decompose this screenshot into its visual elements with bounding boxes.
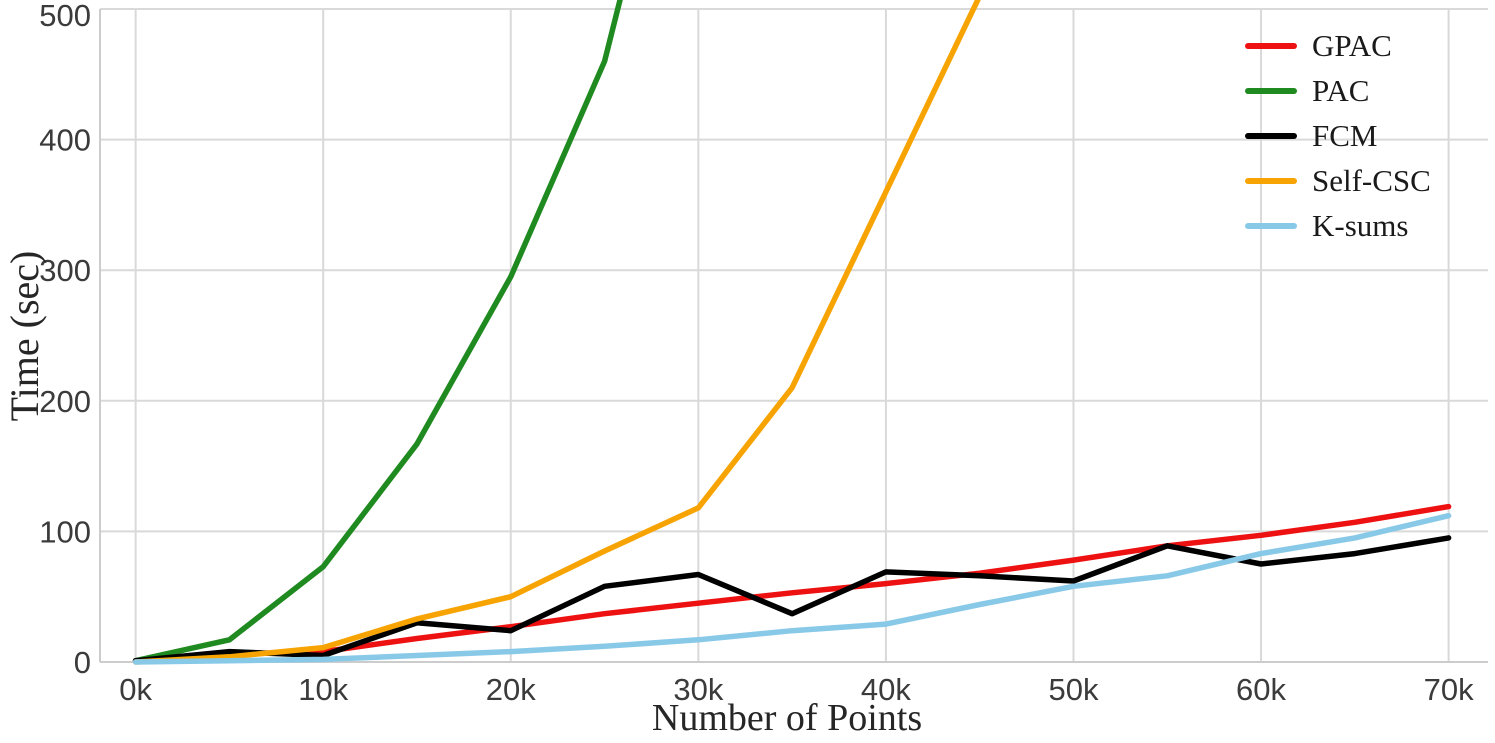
y-axis-label: Time (sec)	[2, 250, 47, 422]
legend-label: FCM	[1312, 118, 1378, 153]
x-axis-label: Number of Points	[651, 697, 923, 739]
y-tick-label-300: 300	[39, 253, 91, 288]
y-tick-label-500: 500	[39, 0, 91, 33]
legend-item-pac: PAC	[1245, 68, 1431, 113]
x-tick-label-50k: 50k	[1048, 672, 1098, 707]
legend-label: PAC	[1312, 73, 1370, 108]
legend-swatch-gpac	[1245, 42, 1297, 49]
legend-label: GPAC	[1312, 28, 1392, 63]
series-line-self-csc	[132, 0, 981, 665]
y-tick-label-400: 400	[39, 123, 91, 158]
legend-item-gpac: GPAC	[1245, 23, 1431, 68]
legend-label: Self-CSC	[1312, 163, 1431, 198]
series-line-k-sums	[132, 512, 1452, 665]
legend-item-self-csc: Self-CSC	[1245, 158, 1431, 203]
x-tick-label-20k: 20k	[486, 672, 536, 707]
legend-swatch-self-csc	[1245, 177, 1297, 184]
y-tick-label-0: 0	[74, 645, 91, 680]
y-tick-label-200: 200	[39, 384, 91, 419]
series-line-gpac	[132, 503, 1452, 664]
x-tick-label-0k: 0k	[119, 672, 152, 707]
x-tick-label-60k: 60k	[1236, 672, 1286, 707]
chart-legend: GPAC PAC FCM Self-CSC K-sums	[1245, 23, 1431, 248]
x-tick-label-10k: 10k	[298, 672, 348, 707]
legend-label: K-sums	[1312, 208, 1409, 243]
x-tick-label-70k: 70k	[1424, 672, 1474, 707]
legend-item-k-sums: K-sums	[1245, 203, 1431, 248]
series-line-pac	[132, 0, 623, 664]
legend-swatch-pac	[1245, 87, 1297, 94]
y-tick-label-100: 100	[39, 514, 91, 549]
series-line-fcm	[132, 535, 1452, 664]
x-tick-label-30k: 30k	[673, 672, 723, 707]
legend-item-fcm: FCM	[1245, 113, 1431, 158]
legend-swatch-k-sums	[1245, 222, 1297, 229]
x-tick-label-40k: 40k	[861, 672, 911, 707]
legend-swatch-fcm	[1245, 132, 1297, 139]
